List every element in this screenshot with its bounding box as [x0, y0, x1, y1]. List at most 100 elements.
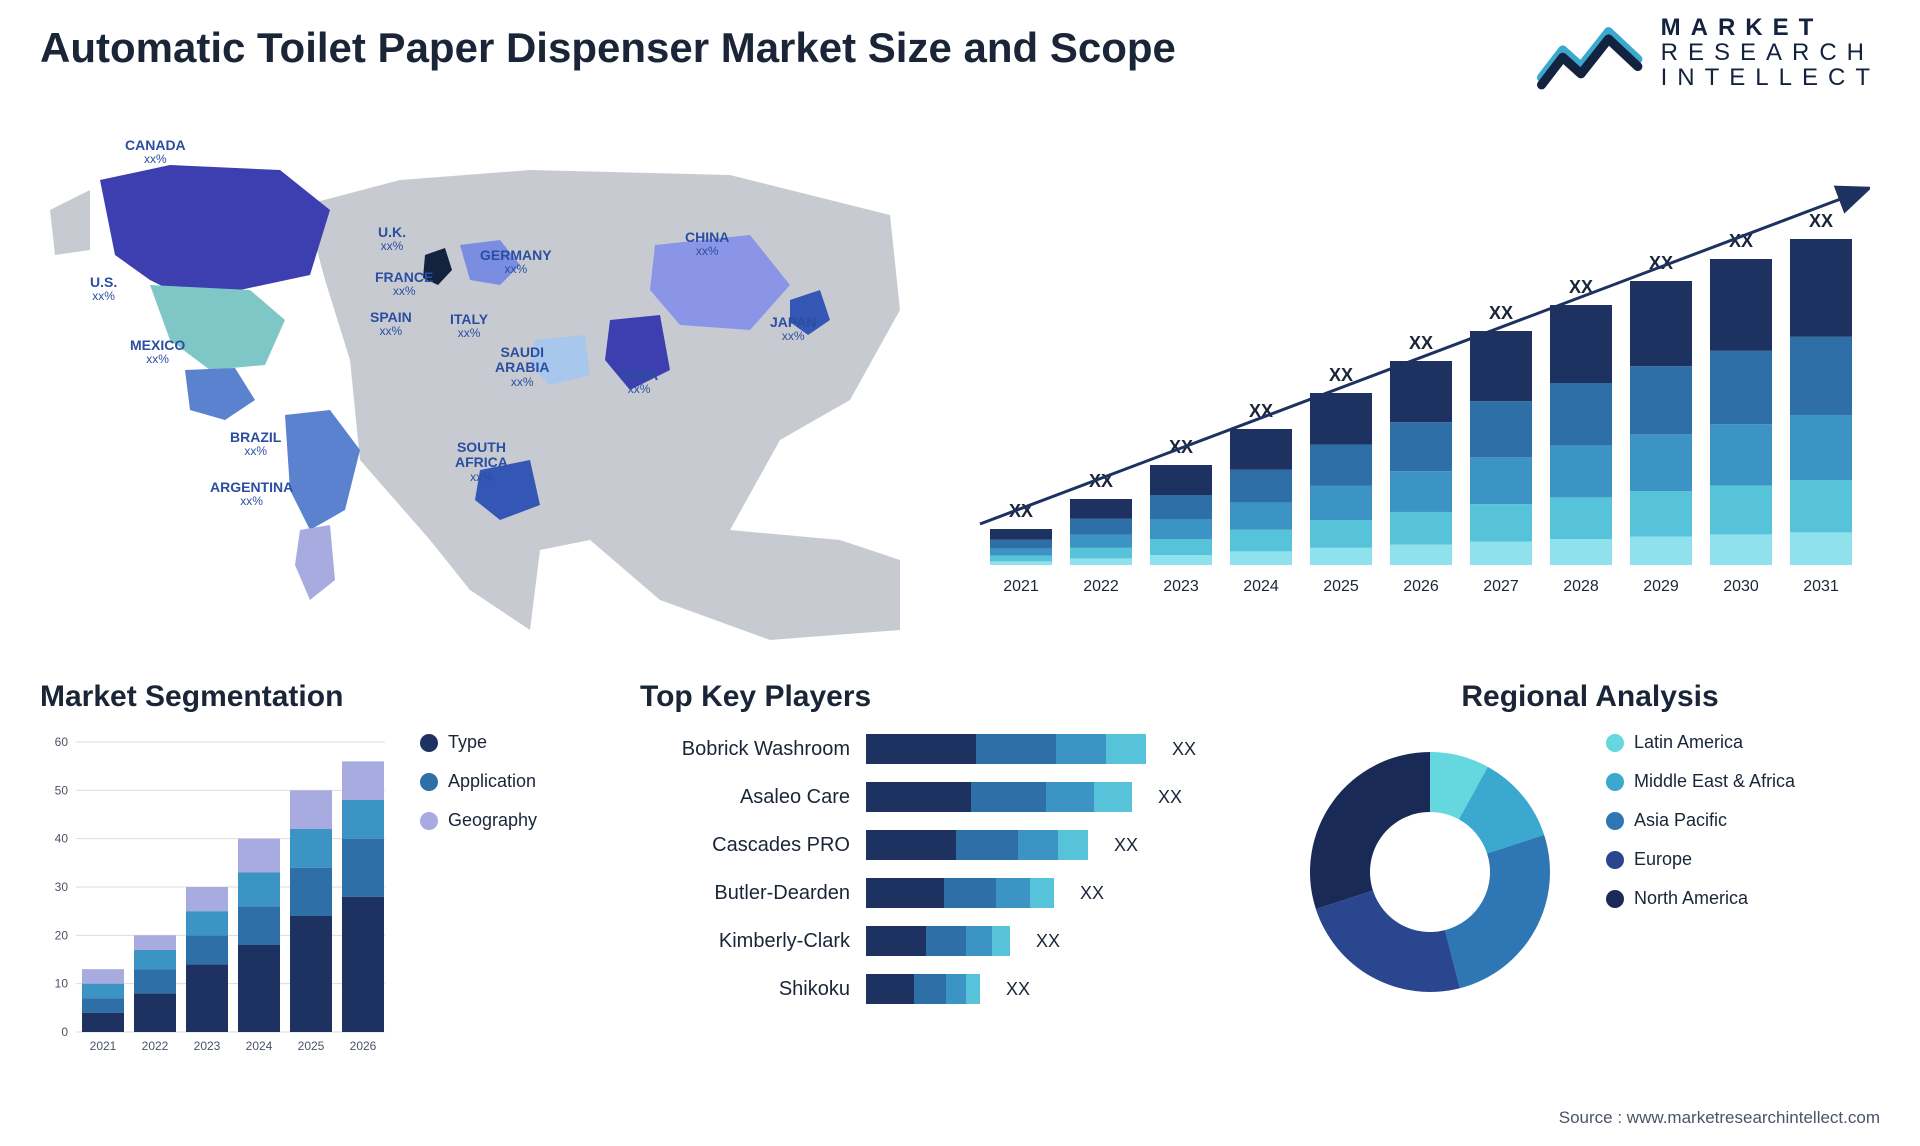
- player-bar-segment: [1046, 782, 1094, 812]
- svg-text:0: 0: [61, 1025, 68, 1039]
- player-bar-segment: [1058, 830, 1088, 860]
- svg-text:XX: XX: [1809, 211, 1833, 231]
- map-label: CANADAxx%: [125, 138, 186, 167]
- legend-swatch-icon: [420, 734, 438, 752]
- player-row: Bobrick Washroom XX: [640, 732, 1260, 766]
- legend-item: North America: [1606, 888, 1795, 909]
- logo: MARKET RESEARCH INTELLECT: [1537, 10, 1880, 95]
- player-name: Butler-Dearden: [640, 882, 850, 905]
- svg-text:XX: XX: [1409, 333, 1433, 353]
- page-title: Automatic Toilet Paper Dispenser Market …: [40, 24, 1176, 72]
- player-name: Bobrick Washroom: [640, 738, 850, 761]
- player-bar-segment: [992, 926, 1010, 956]
- legend-label: Latin America: [1634, 732, 1743, 753]
- legend-item: Type: [420, 732, 537, 753]
- svg-text:40: 40: [55, 832, 69, 846]
- legend-swatch-icon: [420, 812, 438, 830]
- svg-text:2024: 2024: [246, 1039, 273, 1053]
- player-name: Cascades PRO: [640, 834, 850, 857]
- player-bar-segment: [926, 926, 966, 956]
- legend-label: Asia Pacific: [1634, 810, 1727, 831]
- player-bar-segment: [866, 878, 944, 908]
- svg-text:XX: XX: [1489, 303, 1513, 323]
- svg-text:50: 50: [55, 783, 69, 797]
- players-panel: Top Key Players Bobrick WashroomXXAsaleo…: [640, 680, 1260, 1100]
- player-bar-segment: [966, 926, 992, 956]
- legend-item: Middle East & Africa: [1606, 771, 1795, 792]
- legend-swatch-icon: [1606, 773, 1624, 791]
- svg-text:2021: 2021: [1003, 578, 1039, 595]
- player-value: XX: [1036, 931, 1060, 952]
- player-value: XX: [1158, 787, 1182, 808]
- svg-text:10: 10: [55, 977, 69, 991]
- player-bar: [866, 878, 1054, 908]
- legend-label: North America: [1634, 888, 1748, 909]
- player-bar-segment: [996, 878, 1030, 908]
- player-bar-segment: [1094, 782, 1132, 812]
- legend-label: Middle East & Africa: [1634, 771, 1795, 792]
- player-value: XX: [1172, 739, 1196, 760]
- legend-swatch-icon: [1606, 812, 1624, 830]
- map-label: MEXICOxx%: [130, 338, 185, 367]
- map-label: CHINAxx%: [685, 230, 729, 259]
- logo-line2: RESEARCH: [1661, 40, 1880, 65]
- player-bar-segment: [1106, 734, 1146, 764]
- map-label: INDIAxx%: [620, 368, 658, 397]
- players-title: Top Key Players: [640, 680, 1260, 714]
- svg-text:2023: 2023: [1163, 578, 1199, 595]
- map-label: ARGENTINAxx%: [210, 480, 293, 509]
- svg-text:2031: 2031: [1803, 578, 1839, 595]
- svg-text:2024: 2024: [1243, 578, 1279, 595]
- map-label: BRAZILxx%: [230, 430, 281, 459]
- map-label: U.S.xx%: [90, 275, 117, 304]
- segmentation-title: Market Segmentation: [40, 680, 600, 714]
- player-bar-segment: [971, 782, 1046, 812]
- player-bar-segment: [1018, 830, 1058, 860]
- player-value: XX: [1006, 979, 1030, 1000]
- segmentation-panel: Market Segmentation 01020304050602021202…: [40, 680, 600, 1100]
- svg-text:20: 20: [55, 928, 69, 942]
- segmentation-chart: 0102030405060202120222023202420252026: [40, 732, 390, 1062]
- legend-item: Asia Pacific: [1606, 810, 1795, 831]
- map-label: SAUDIARABIAxx%: [495, 345, 549, 389]
- player-bar: [866, 734, 1146, 764]
- player-row: Asaleo CareXX: [640, 780, 1260, 814]
- svg-text:2023: 2023: [194, 1039, 221, 1053]
- logo-mark-icon: [1537, 10, 1647, 95]
- logo-text: MARKET RESEARCH INTELLECT: [1661, 15, 1880, 91]
- player-bar-segment: [966, 974, 980, 1004]
- player-bar-segment: [866, 734, 976, 764]
- world-map: CANADAxx% U.S.xx% MEXICOxx% BRAZILxx% ARGENT…: [30, 110, 950, 650]
- growth-chart: XX2021XX2022XX2023XX2024XX2025XX2026XX20…: [970, 135, 1870, 635]
- player-bar-segment: [866, 926, 926, 956]
- legend-label: Geography: [448, 810, 537, 831]
- legend-label: Europe: [1634, 849, 1692, 870]
- legend-item: Application: [420, 771, 537, 792]
- legend-swatch-icon: [1606, 851, 1624, 869]
- player-bar: [866, 782, 1132, 812]
- svg-text:2030: 2030: [1723, 578, 1759, 595]
- svg-text:2022: 2022: [1083, 578, 1119, 595]
- map-label: U.K.xx%: [378, 225, 406, 254]
- regional-donut: [1290, 732, 1570, 1012]
- svg-text:60: 60: [55, 735, 69, 749]
- player-row: Cascades PRO XX: [640, 828, 1260, 862]
- player-bar-segment: [1030, 878, 1054, 908]
- player-bar-segment: [946, 974, 966, 1004]
- map-label: ITALYxx%: [450, 312, 488, 341]
- legend-swatch-icon: [420, 773, 438, 791]
- svg-text:2025: 2025: [298, 1039, 325, 1053]
- player-value: XX: [1080, 883, 1104, 904]
- svg-text:2022: 2022: [142, 1039, 169, 1053]
- logo-line3: INTELLECT: [1661, 65, 1880, 90]
- legend-item: Geography: [420, 810, 537, 831]
- player-name: Shikoku: [640, 978, 850, 1001]
- svg-text:2027: 2027: [1483, 578, 1519, 595]
- player-value: XX: [1114, 835, 1138, 856]
- regional-legend: Latin America Middle East & Africa Asia Pa…: [1606, 732, 1795, 909]
- regional-panel: Regional Analysis Latin AmericaMiddle Ea…: [1290, 680, 1890, 1100]
- player-bar-segment: [866, 974, 914, 1004]
- logo-line1: MARKET: [1661, 15, 1880, 40]
- map-label: JAPANxx%: [770, 315, 816, 344]
- player-bar-segment: [914, 974, 946, 1004]
